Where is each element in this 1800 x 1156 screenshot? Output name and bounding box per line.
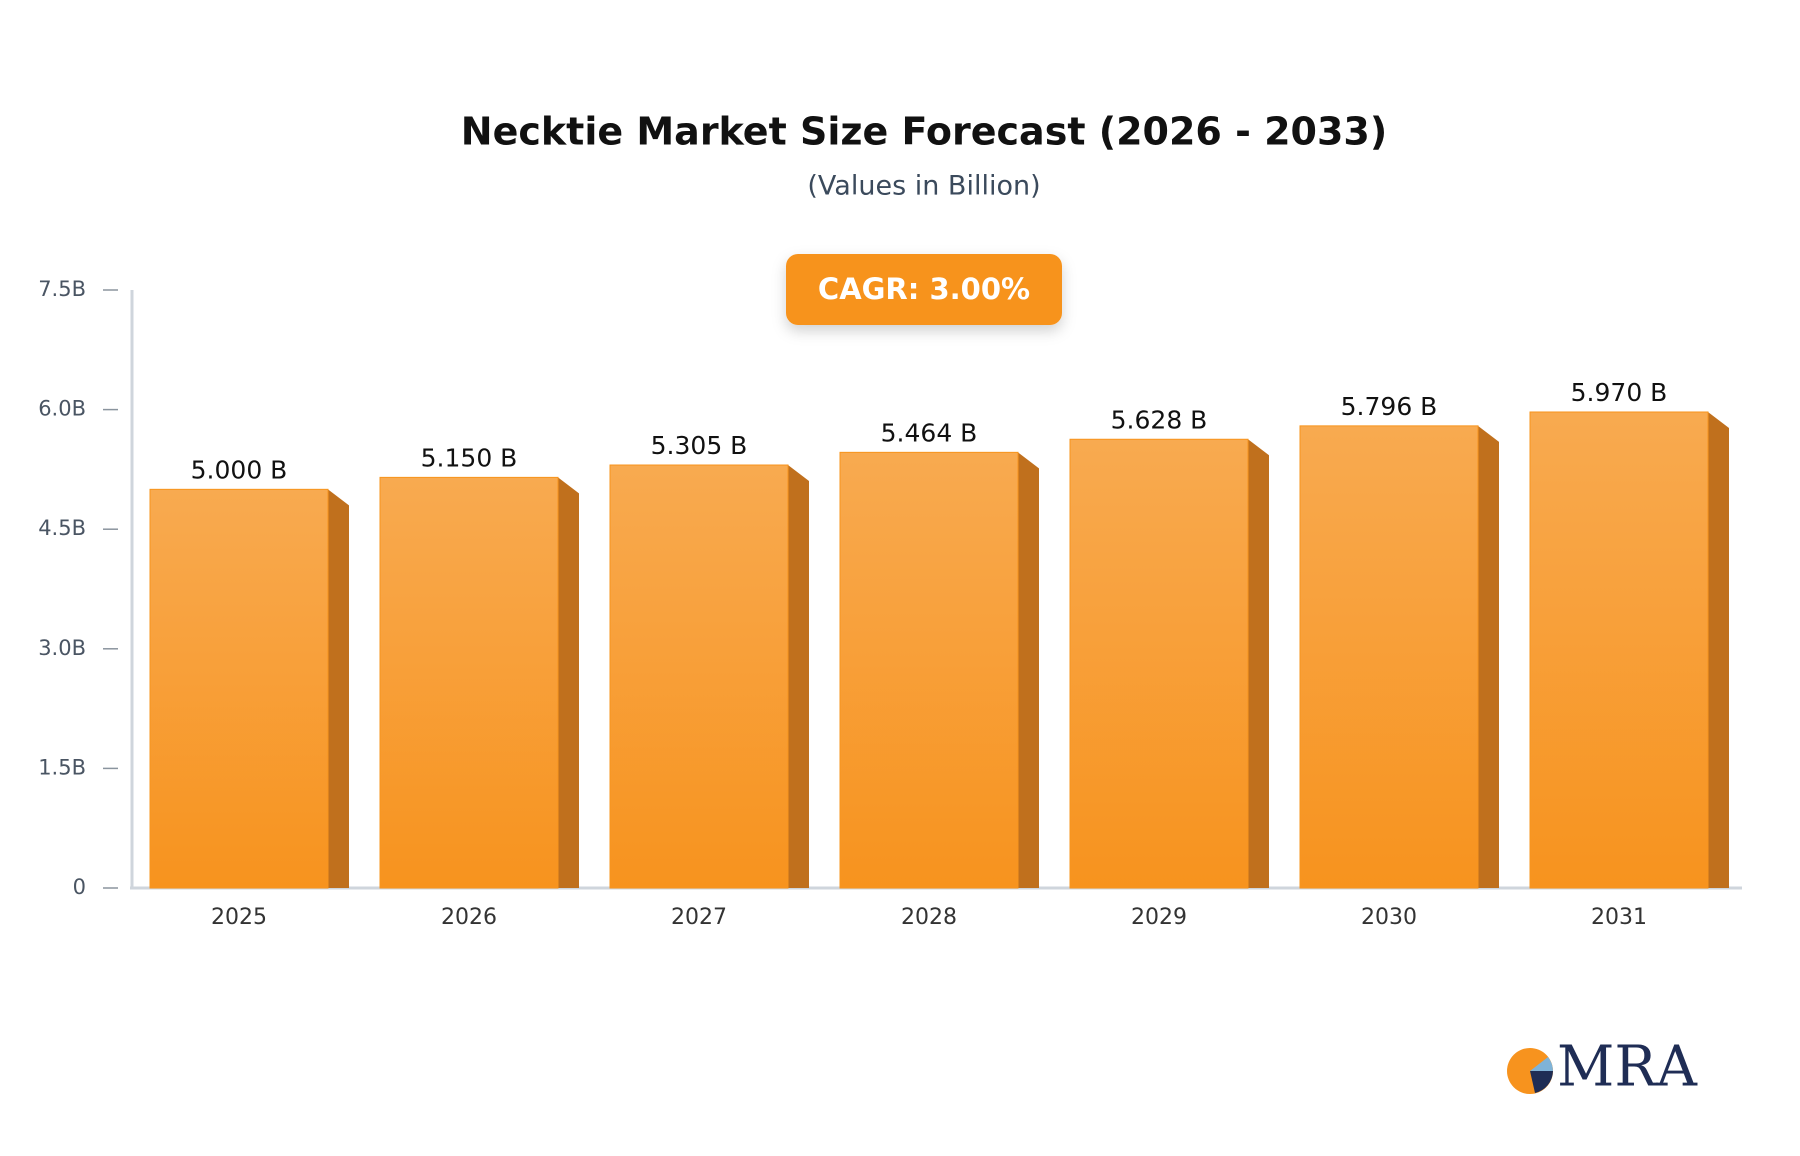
bar: [379, 476, 559, 889]
bar-side: [1248, 439, 1269, 888]
x-tick-label: 2028: [901, 905, 957, 930]
y-tick-label: 3.0B: [38, 636, 86, 660]
cagr-badge: [786, 254, 1062, 325]
value-label: 5.628 B: [1111, 405, 1208, 434]
bar: [1069, 438, 1249, 889]
cagr-label: CAGR: 3.00%: [818, 272, 1030, 306]
bar: [609, 464, 789, 889]
value-label: 5.000 B: [191, 455, 288, 484]
bar-side: [558, 477, 579, 888]
x-tick-label: 2031: [1591, 905, 1647, 930]
x-tick-label: 2025: [211, 905, 267, 930]
bar: [839, 451, 1019, 889]
y-tick-label: 7.5B: [38, 277, 86, 301]
y-tick-label: 1.5B: [38, 755, 86, 779]
logo-text: MRA: [1557, 1035, 1698, 1100]
value-label: 5.464 B: [881, 418, 978, 447]
bar-side: [328, 489, 349, 888]
bar: [149, 488, 329, 889]
chart-subtitle: (Values in Billion): [807, 171, 1040, 202]
bar-side: [1018, 452, 1039, 888]
x-tick-label: 2029: [1131, 905, 1187, 930]
logo: MRA: [1507, 1035, 1698, 1100]
x-tick-label: 2026: [441, 905, 497, 930]
x-tick-label: 2030: [1361, 905, 1417, 930]
logo-icon-slice: [1530, 1071, 1553, 1093]
x-tick-label: 2027: [671, 905, 727, 930]
y-tick-label: 6.0B: [38, 397, 86, 421]
bar-side: [1708, 411, 1729, 888]
value-label: 5.305 B: [651, 431, 748, 460]
bar: [1299, 425, 1479, 889]
y-tick-label: 0: [73, 875, 86, 899]
value-label: 5.970 B: [1571, 378, 1668, 407]
value-label: 5.796 B: [1341, 392, 1438, 421]
bar-side: [788, 465, 809, 888]
bar: [1529, 411, 1709, 889]
logo-icon-slice: [1530, 1057, 1553, 1071]
chart-title: Necktie Market Size Forecast (2026 - 203…: [461, 110, 1387, 154]
bar-side: [1478, 425, 1499, 888]
y-tick-label: 4.5B: [38, 516, 86, 540]
value-label: 5.150 B: [421, 443, 518, 472]
